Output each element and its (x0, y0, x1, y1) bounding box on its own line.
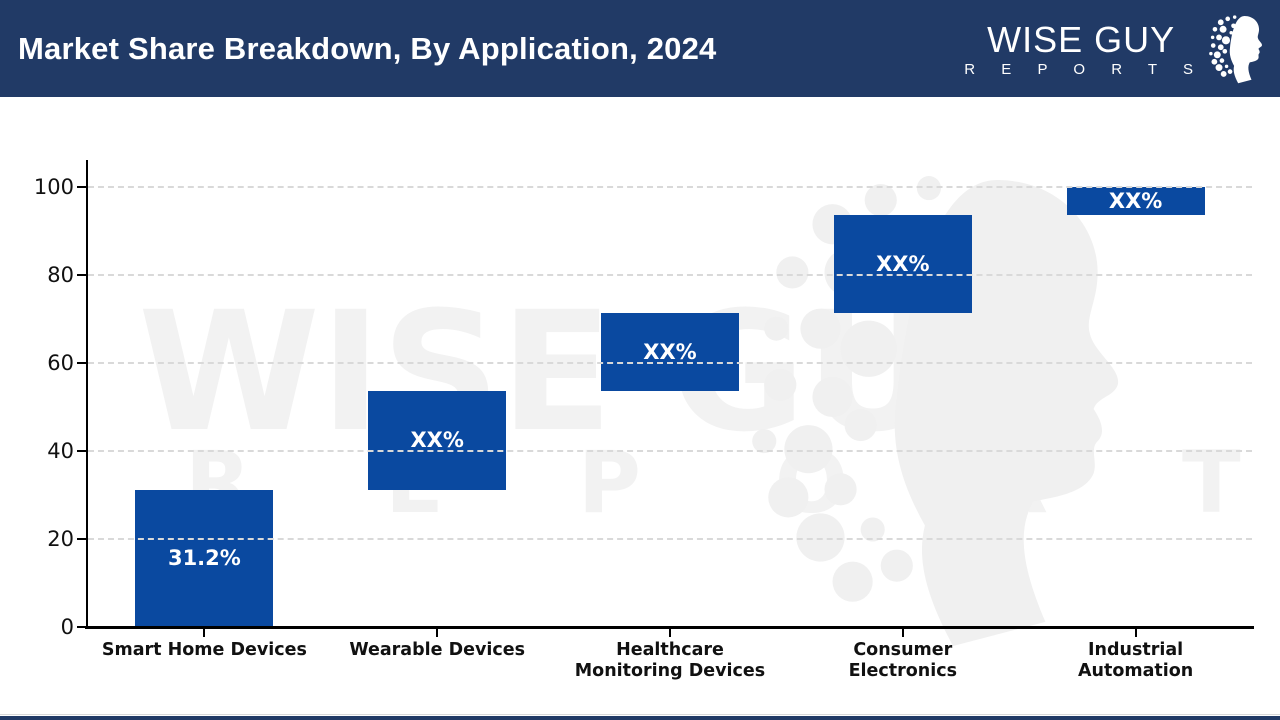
x-tick-label: Wearable Devices (349, 640, 526, 660)
y-tick-mark (77, 186, 86, 188)
x-tick-mark (901, 629, 904, 637)
bar-value-label: XX% (876, 251, 930, 276)
y-tick-label: 0 (60, 615, 74, 639)
gridline (88, 274, 1252, 276)
gridline (88, 450, 1252, 452)
x-tick-mark (1134, 629, 1137, 637)
watermark-reports-text: R E P O R T S (185, 433, 1280, 533)
logo-text: WISE GUY R E P O R T S (958, 18, 1204, 78)
y-tick-label: 40 (47, 439, 74, 463)
y-tick-mark (77, 538, 86, 540)
y-tick-label: 60 (47, 351, 74, 375)
y-tick-label: 80 (47, 263, 74, 287)
footer-divider (0, 714, 1280, 715)
bar-value-label: XX% (1108, 189, 1163, 214)
header-bar: Market Share Breakdown, By Application, … (0, 0, 1280, 97)
y-tick-label: 100 (33, 175, 74, 199)
x-tick-label: Consumer Electronics (848, 640, 958, 681)
wise-guy-logo: WISE GUY R E P O R T S (958, 6, 1266, 92)
bar-5: XX% (1066, 187, 1205, 216)
x-tick-mark (203, 629, 206, 637)
y-tick-mark (77, 362, 86, 364)
gridline (88, 362, 1252, 364)
y-tick-label: 20 (47, 527, 74, 551)
bar-value-label: 31.2% (167, 546, 241, 571)
logo-name-text: WISE GUY (987, 18, 1176, 60)
gridline (88, 538, 1252, 540)
bar-value-label: XX% (410, 428, 464, 453)
x-tick-label: Healthcare Monitoring Devices (574, 640, 766, 681)
logo-reports-text: R E P O R T S (964, 60, 1204, 78)
gridline (88, 186, 1252, 188)
y-axis-line (86, 160, 88, 629)
bar-2: XX% (368, 391, 507, 490)
y-tick-mark (77, 626, 86, 628)
bar-4: XX% (833, 215, 972, 313)
x-tick-label: Smart Home Devices (101, 640, 307, 660)
logo-head-icon (1209, 15, 1262, 84)
x-axis-line (85, 626, 1254, 629)
bar-1: 31.2% (135, 489, 274, 627)
y-tick-mark (77, 274, 86, 276)
page-title: Market Share Breakdown, By Application, … (18, 30, 717, 66)
bar-3: XX% (601, 312, 739, 392)
footer-bar (0, 716, 1280, 720)
bar-value-label: XX% (643, 339, 697, 364)
x-tick-label: Industrial Automation (1077, 640, 1194, 681)
x-tick-mark (669, 629, 671, 637)
y-tick-mark (77, 450, 86, 452)
x-tick-mark (436, 629, 439, 637)
